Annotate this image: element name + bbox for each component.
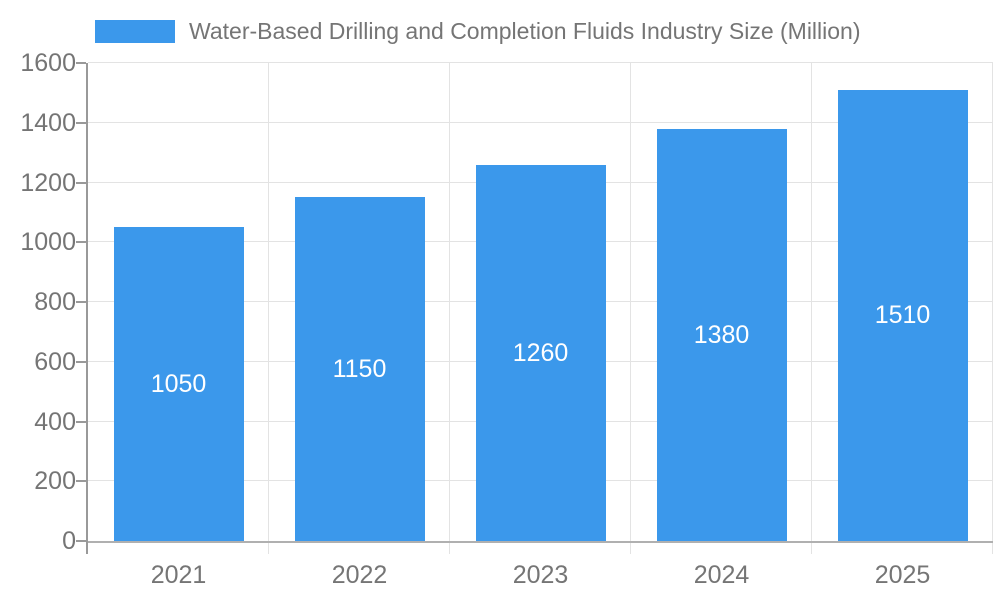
gridline-vertical bbox=[992, 63, 993, 554]
bar-value-label: 1260 bbox=[512, 338, 569, 367]
y-axis-tick bbox=[76, 420, 86, 423]
y-axis-tick bbox=[76, 301, 86, 303]
gridline-horizontal bbox=[88, 121, 993, 123]
y-axis-label: 1600 bbox=[20, 49, 76, 77]
y-axis-label: 1200 bbox=[20, 168, 76, 197]
plot-area: 1050 1150 1260 1380 1510 bbox=[76, 62, 993, 554]
bar-value-label: 1150 bbox=[332, 354, 387, 383]
bar-2024[interactable]: 1380 bbox=[656, 129, 787, 541]
y-axis-tick bbox=[76, 62, 86, 64]
x-axis-line bbox=[88, 541, 993, 543]
legend-label: Water-Based Drilling and Completion Flui… bbox=[189, 18, 861, 44]
y-axis-tick bbox=[76, 121, 86, 124]
y-axis-tick bbox=[76, 241, 86, 244]
bar-2023[interactable]: 1260 bbox=[475, 165, 606, 541]
y-axis-tick bbox=[76, 360, 86, 363]
gridline-vertical bbox=[268, 63, 269, 554]
y-axis-label: 600 bbox=[34, 347, 76, 376]
y-axis-line bbox=[86, 63, 88, 554]
y-axis-tick bbox=[76, 181, 86, 184]
y-axis-label: 800 bbox=[34, 288, 76, 316]
y-axis-tick bbox=[76, 540, 86, 542]
gridline-vertical bbox=[449, 63, 450, 554]
y-axis-tick bbox=[76, 480, 86, 483]
bar-2022[interactable]: 1150 bbox=[294, 197, 425, 541]
bar-2025[interactable]: 1510 bbox=[837, 90, 968, 541]
y-axis-label: 200 bbox=[34, 467, 76, 496]
y-axis-label: 1000 bbox=[20, 228, 76, 257]
bar-value-label: 1050 bbox=[150, 369, 207, 398]
bar-value-label: 1510 bbox=[874, 301, 931, 329]
x-axis-label-2022: 2022 bbox=[331, 561, 388, 589]
y-axis-label: 1400 bbox=[20, 108, 76, 137]
gridline-horizontal bbox=[88, 62, 993, 63]
x-axis-label-2025: 2025 bbox=[874, 561, 931, 589]
x-axis-label-2021: 2021 bbox=[150, 561, 207, 589]
gridline-vertical bbox=[630, 63, 631, 554]
y-axis-label: 0 bbox=[62, 527, 76, 555]
bar-2021[interactable]: 1050 bbox=[113, 227, 244, 541]
legend-item[interactable]: Water-Based Drilling and Completion Flui… bbox=[95, 18, 861, 45]
gridline-vertical bbox=[811, 63, 812, 554]
x-axis-label-2024: 2024 bbox=[693, 561, 750, 589]
legend-swatch-icon bbox=[95, 20, 175, 43]
x-axis-label-2023: 2023 bbox=[512, 561, 569, 589]
y-axis-label: 400 bbox=[34, 407, 76, 436]
bar-value-label: 1380 bbox=[693, 320, 750, 349]
